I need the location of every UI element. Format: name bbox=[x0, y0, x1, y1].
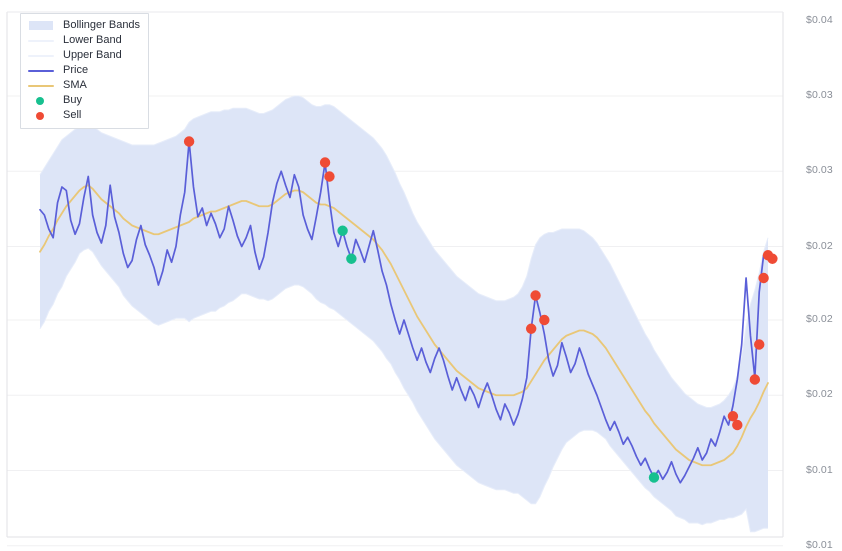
legend-item-buy[interactable]: Buy bbox=[27, 93, 140, 108]
buy-markers[interactable] bbox=[337, 225, 660, 483]
sell-marker[interactable] bbox=[539, 314, 550, 326]
legend-swatch-icon bbox=[27, 78, 55, 93]
legend-item-label: Sell bbox=[63, 109, 82, 121]
y-axis-tick-label: $0.02 bbox=[806, 239, 833, 252]
legend-item-price[interactable]: Price bbox=[27, 63, 140, 78]
bollinger-bands-area bbox=[40, 96, 768, 532]
lower-band-line bbox=[39, 247, 768, 533]
legend-item-label: Price bbox=[63, 64, 89, 76]
sell-marker[interactable] bbox=[727, 411, 739, 422]
sell-marker[interactable] bbox=[758, 272, 769, 284]
legend-swatch-icon bbox=[27, 33, 55, 48]
legend-swatch-icon bbox=[27, 48, 55, 63]
sell-marker[interactable] bbox=[324, 171, 335, 182]
axis-lines bbox=[6, 11, 784, 538]
price-line bbox=[39, 140, 769, 484]
y-axis-tick-label: $0.02 bbox=[806, 313, 833, 325]
y-axis-tick-label: $0.02 bbox=[806, 388, 833, 401]
y-axis-tick-label: $0.04 bbox=[806, 13, 833, 26]
legend-item-upper-band[interactable]: Upper Band bbox=[27, 48, 140, 63]
upper-band-line bbox=[39, 95, 769, 408]
sma-line bbox=[39, 184, 769, 467]
buy-marker[interactable] bbox=[648, 472, 660, 483]
buy-marker[interactable] bbox=[337, 225, 348, 236]
sell-marker[interactable] bbox=[754, 339, 765, 350]
sell-markers[interactable] bbox=[183, 136, 778, 431]
legend-swatch-icon bbox=[27, 18, 55, 33]
legend-item-label: Bollinger Bands bbox=[63, 19, 141, 31]
sell-marker[interactable] bbox=[183, 136, 195, 147]
legend-item-sma[interactable]: SMA bbox=[27, 78, 140, 93]
y-axis-tick-label: $0.01 bbox=[806, 538, 833, 551]
sell-marker[interactable] bbox=[749, 374, 761, 385]
sell-marker[interactable] bbox=[732, 419, 743, 431]
y-axis-tick-label: $0.01 bbox=[806, 463, 833, 476]
legend-item-label: SMA bbox=[63, 79, 87, 91]
y-axis-tick-label: $0.03 bbox=[806, 164, 833, 177]
sell-marker[interactable] bbox=[767, 253, 778, 264]
legend-swatch-icon bbox=[27, 108, 55, 123]
legend-item-lower-band[interactable]: Lower Band bbox=[27, 33, 140, 48]
legend-swatch-icon bbox=[27, 93, 55, 108]
buy-marker[interactable] bbox=[346, 253, 357, 264]
legend-item-label: Upper Band bbox=[63, 49, 122, 61]
legend-item-sell[interactable]: Sell bbox=[27, 108, 140, 123]
sell-marker[interactable] bbox=[525, 323, 537, 334]
legend-swatch-icon bbox=[27, 63, 55, 78]
sell-marker[interactable] bbox=[530, 290, 541, 301]
y-axis-tick-label: $0.03 bbox=[806, 89, 833, 101]
legend-item-bollinger-bands[interactable]: Bollinger Bands bbox=[27, 18, 140, 33]
chart-legend[interactable]: Bollinger Bands Lower Band Upper Band Price… bbox=[20, 13, 150, 129]
legend-item-label: Lower Band bbox=[63, 34, 122, 46]
legend-item-label: Buy bbox=[63, 94, 82, 106]
sell-marker[interactable] bbox=[319, 157, 331, 168]
